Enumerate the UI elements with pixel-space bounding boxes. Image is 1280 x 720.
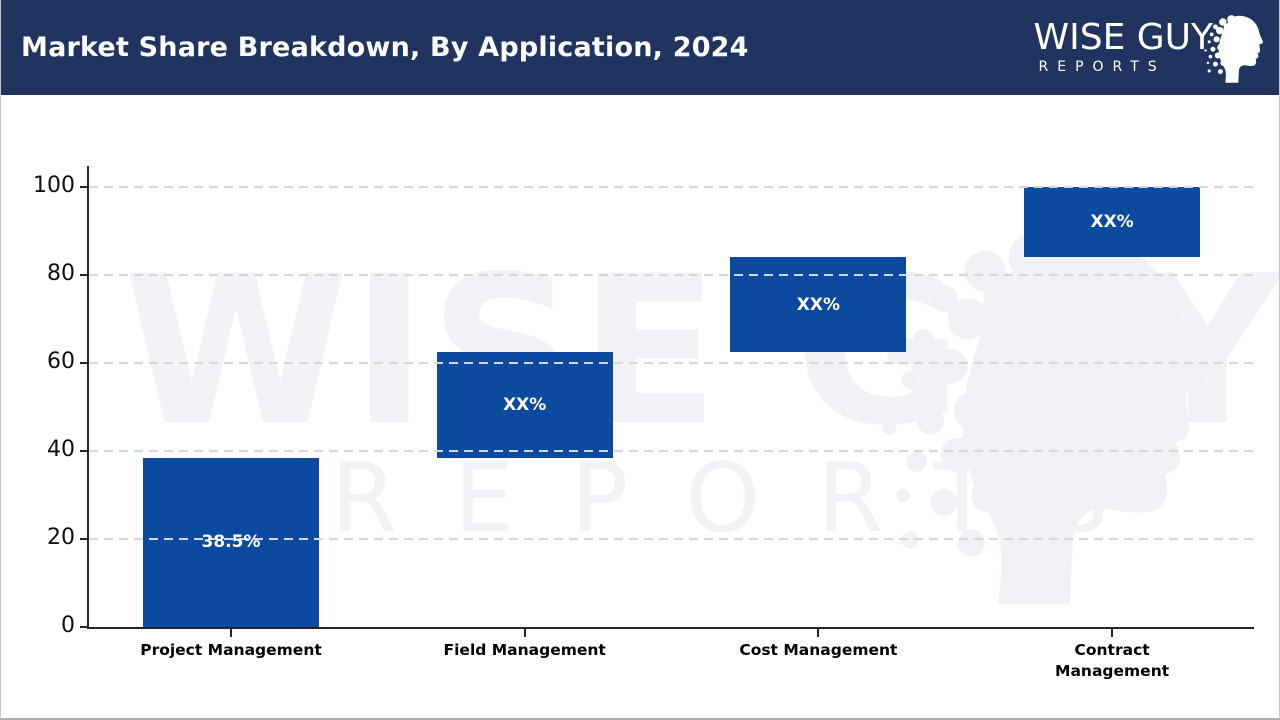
- bar-project-management: [143, 457, 319, 627]
- logo-text-block: WISE GUY REPORTS: [1033, 17, 1214, 76]
- x-tick-mark: [230, 629, 232, 637]
- bar-value-label: XX%: [1090, 212, 1134, 233]
- x-category-label-field-management: Field Management: [443, 641, 606, 659]
- logo-wordmark: WISE GUY: [1033, 17, 1214, 58]
- x-category-label-contract-management: Contract Management: [1055, 641, 1170, 680]
- y-tick-label: 20: [47, 525, 75, 550]
- bar-value-label: 38.5%: [201, 532, 261, 553]
- x-category-label-project-management: Project Management: [140, 641, 322, 659]
- x-tick-mark: [817, 629, 820, 637]
- y-tick-mark: [80, 274, 88, 276]
- y-tick-label: 40: [47, 437, 75, 462]
- gridline: [89, 274, 1254, 276]
- y-tick-mark: [80, 450, 88, 452]
- y-tick-mark: [80, 538, 88, 540]
- y-tick-mark: [80, 186, 88, 188]
- gridline: [89, 538, 1254, 540]
- y-tick-label: 100: [33, 173, 75, 198]
- y-tick-label: 60: [47, 349, 75, 374]
- wiseguy-logo: WISE GUY REPORTS: [1034, 0, 1266, 95]
- bar-cost-management: [730, 257, 907, 352]
- x-tick-mark: [1111, 629, 1114, 637]
- chart-title: Market Share Breakdown, By Application, …: [21, 32, 749, 63]
- header: Market Share Breakdown, By Application, …: [1, 0, 1279, 95]
- gridline: [89, 450, 1254, 452]
- logo-subtext: REPORTS: [1038, 59, 1166, 75]
- y-tick-mark: [80, 626, 88, 628]
- watermark-head-icon: [882, 233, 1205, 605]
- bar-contract-management: [1024, 187, 1201, 258]
- bar-value-label: XX%: [503, 394, 547, 415]
- bar-value-label: XX%: [796, 294, 841, 315]
- logo-head-icon: [1204, 14, 1263, 83]
- y-tick-mark: [80, 362, 88, 364]
- x-tick-mark: [523, 629, 526, 637]
- bar-field-management: [436, 352, 613, 458]
- y-axis-line: [87, 166, 89, 629]
- y-tick-label: 80: [47, 261, 75, 286]
- y-tick-label: 0: [61, 613, 75, 638]
- gridline: [89, 362, 1254, 364]
- gridline: [89, 186, 1254, 188]
- x-category-label-cost-management: Cost Management: [739, 641, 898, 659]
- x-axis-line: [87, 627, 1254, 629]
